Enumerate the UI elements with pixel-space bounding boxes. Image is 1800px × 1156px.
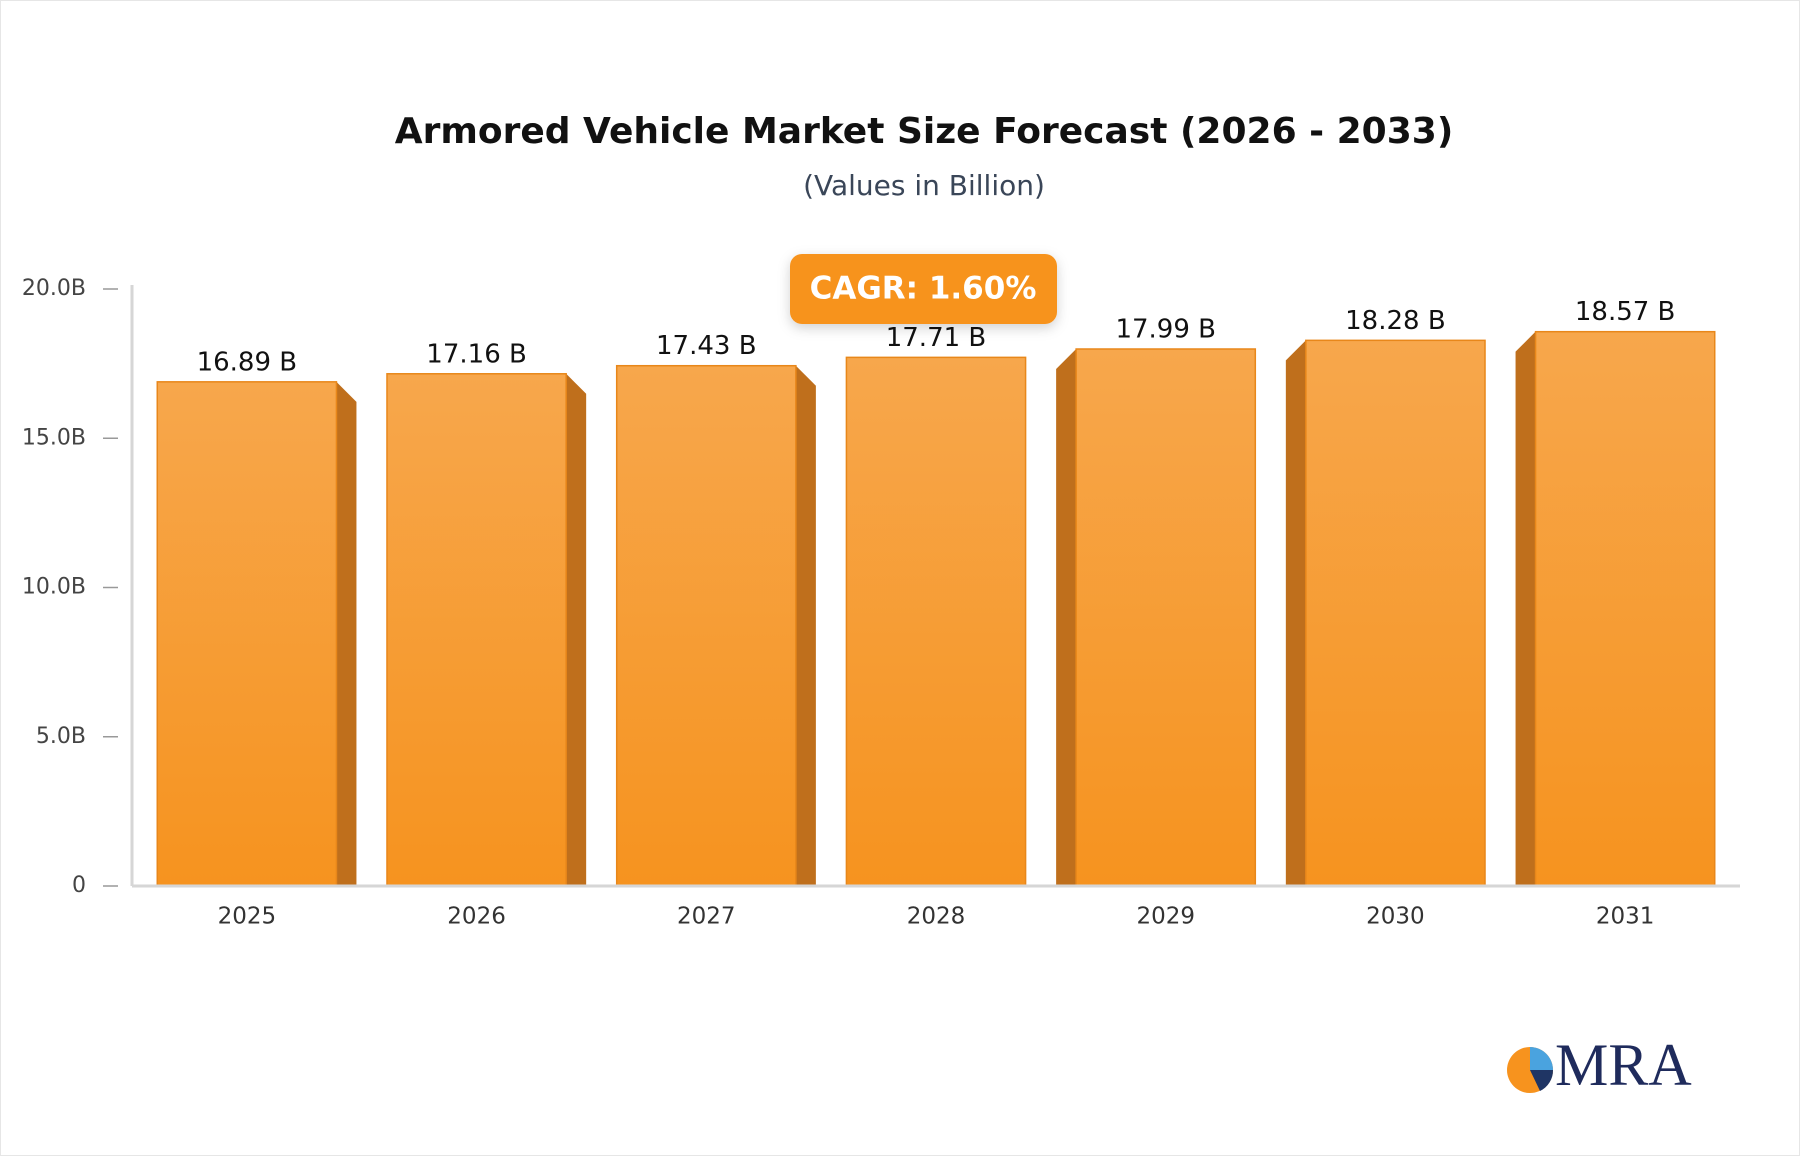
- bar-side: [1056, 348, 1077, 886]
- value-label: 18.57 B: [1575, 297, 1676, 327]
- logo: MRA: [1507, 1032, 1692, 1098]
- bar: [1534, 330, 1716, 887]
- value-label: 17.43 B: [656, 331, 757, 361]
- logo-slice: [1530, 1070, 1554, 1091]
- bar-side: [795, 365, 816, 887]
- y-tick-label: 20.0B: [22, 276, 86, 301]
- cagr-badge: CAGR: 1.60%: [790, 254, 1057, 324]
- value-label: 17.71 B: [886, 323, 987, 353]
- chart-subtitle: (Values in Billion): [803, 169, 1045, 202]
- bar: [1075, 348, 1257, 887]
- value-label: 18.28 B: [1345, 306, 1446, 336]
- logo-slice: [1530, 1047, 1553, 1070]
- bar: [386, 373, 567, 887]
- y-tick-label: 5.0B: [36, 724, 86, 749]
- x-tick-label: 2029: [1136, 904, 1195, 930]
- y-tick-label: 15.0B: [22, 425, 86, 450]
- x-tick-label: 2031: [1596, 904, 1655, 930]
- x-tick-label: 2030: [1366, 904, 1425, 930]
- x-tick-label: 2025: [218, 904, 277, 930]
- bar-side: [1285, 340, 1306, 886]
- value-label: 16.89 B: [197, 347, 298, 377]
- plot-area: 0 5.0B 10.0B 15.0B 20.0B 2025 16.89 B 2026 17.16…: [22, 276, 1740, 930]
- y-tick-label: 0: [72, 873, 86, 898]
- logo-text: MRA: [1555, 1032, 1692, 1098]
- bar-side: [1515, 331, 1536, 886]
- chart-title: Armored Vehicle Market Size Forecast (20…: [395, 111, 1454, 152]
- cagr-label: CAGR: 1.60%: [810, 271, 1037, 307]
- bar: [615, 364, 797, 887]
- bar-side: [336, 381, 357, 886]
- bar-side: [566, 373, 587, 886]
- bar: [1305, 339, 1486, 887]
- cagr-box: [790, 254, 1057, 324]
- bar: [156, 381, 338, 887]
- value-label: 17.16 B: [426, 339, 527, 369]
- x-tick-label: 2026: [447, 904, 506, 930]
- y-tick-label: 10.0B: [22, 575, 86, 600]
- x-tick-label: 2027: [677, 904, 736, 930]
- bar: [845, 356, 1027, 887]
- x-tick-label: 2028: [907, 904, 966, 930]
- value-label: 17.99 B: [1115, 314, 1216, 344]
